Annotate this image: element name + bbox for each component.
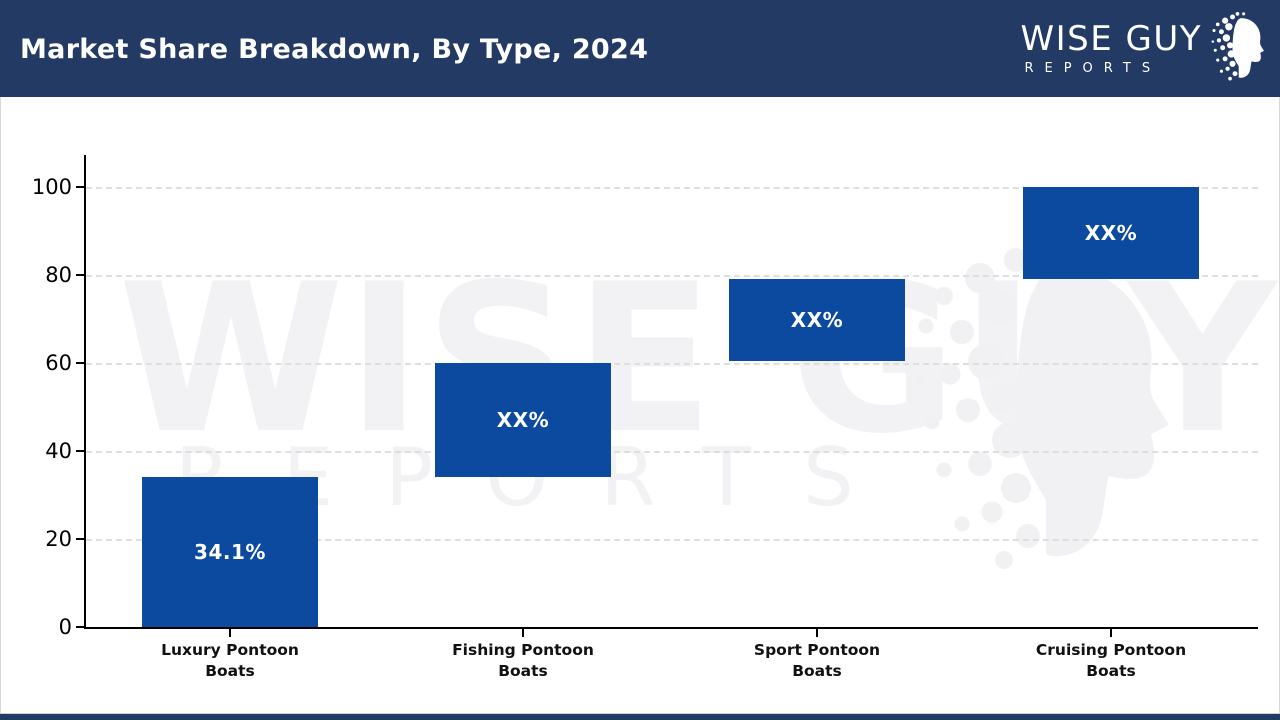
- logo-face-icon: [1204, 12, 1266, 86]
- x-tick-mark: [816, 629, 818, 637]
- wiseguy-logo: WISE GUY REPORTS: [1020, 12, 1266, 86]
- x-tick-mark: [1110, 629, 1112, 637]
- gridline-40: [86, 451, 1258, 453]
- x-category-label: Cruising Pontoon Boats: [1035, 641, 1187, 680]
- y-tick-label: 80: [45, 263, 72, 287]
- gridline-80: [86, 275, 1258, 277]
- bar-luxury-pontoon-boats: 34.1%: [142, 476, 318, 627]
- bar-sport-pontoon-boats: XX%: [729, 279, 905, 361]
- x-tick-mark: [522, 629, 524, 637]
- bar-fishing-pontoon-boats: XX%: [435, 363, 611, 477]
- y-tick-mark: [76, 362, 85, 364]
- bar-cruising-pontoon-boats: XX%: [1023, 187, 1199, 280]
- bar-value-label: 34.1%: [194, 539, 266, 564]
- gridline-60: [86, 363, 1258, 365]
- x-tick-mark: [229, 629, 231, 637]
- y-tick-label: 60: [45, 351, 72, 375]
- gridline-100: [86, 187, 1258, 189]
- x-category-label: Fishing Pontoon Boats: [452, 641, 594, 680]
- y-tick-label: 40: [45, 439, 72, 463]
- y-axis-line: [84, 155, 86, 629]
- y-tick-mark: [76, 538, 85, 540]
- y-tick-mark: [76, 450, 85, 452]
- y-tick-label: 0: [58, 615, 72, 639]
- x-category-label: Luxury Pontoon Boats: [161, 641, 299, 680]
- logo-text: WISE GUY REPORTS: [1020, 19, 1202, 76]
- y-tick-mark: [76, 186, 85, 188]
- footer-bar: [0, 713, 1280, 720]
- bar-value-label: XX%: [1084, 221, 1138, 246]
- y-tick-mark: [76, 274, 85, 276]
- gridline-20: [86, 539, 1258, 541]
- logo-reports-label: REPORTS: [1024, 60, 1162, 76]
- x-axis-line: [84, 627, 1258, 629]
- y-tick-label: 20: [45, 527, 72, 551]
- logo-wordmark: WISE GUY: [1020, 19, 1202, 60]
- y-tick-label: 100: [31, 175, 72, 199]
- y-tick-mark: [76, 626, 85, 628]
- bar-value-label: XX%: [790, 308, 844, 333]
- x-category-label: Sport Pontoon Boats: [753, 641, 881, 680]
- bar-value-label: XX%: [496, 407, 550, 432]
- left-edge-line: [0, 97, 1, 714]
- chart-title: Market Share Breakdown, By Type, 2024: [20, 34, 649, 65]
- header: Market Share Breakdown, By Type, 2024 WI…: [0, 0, 1280, 97]
